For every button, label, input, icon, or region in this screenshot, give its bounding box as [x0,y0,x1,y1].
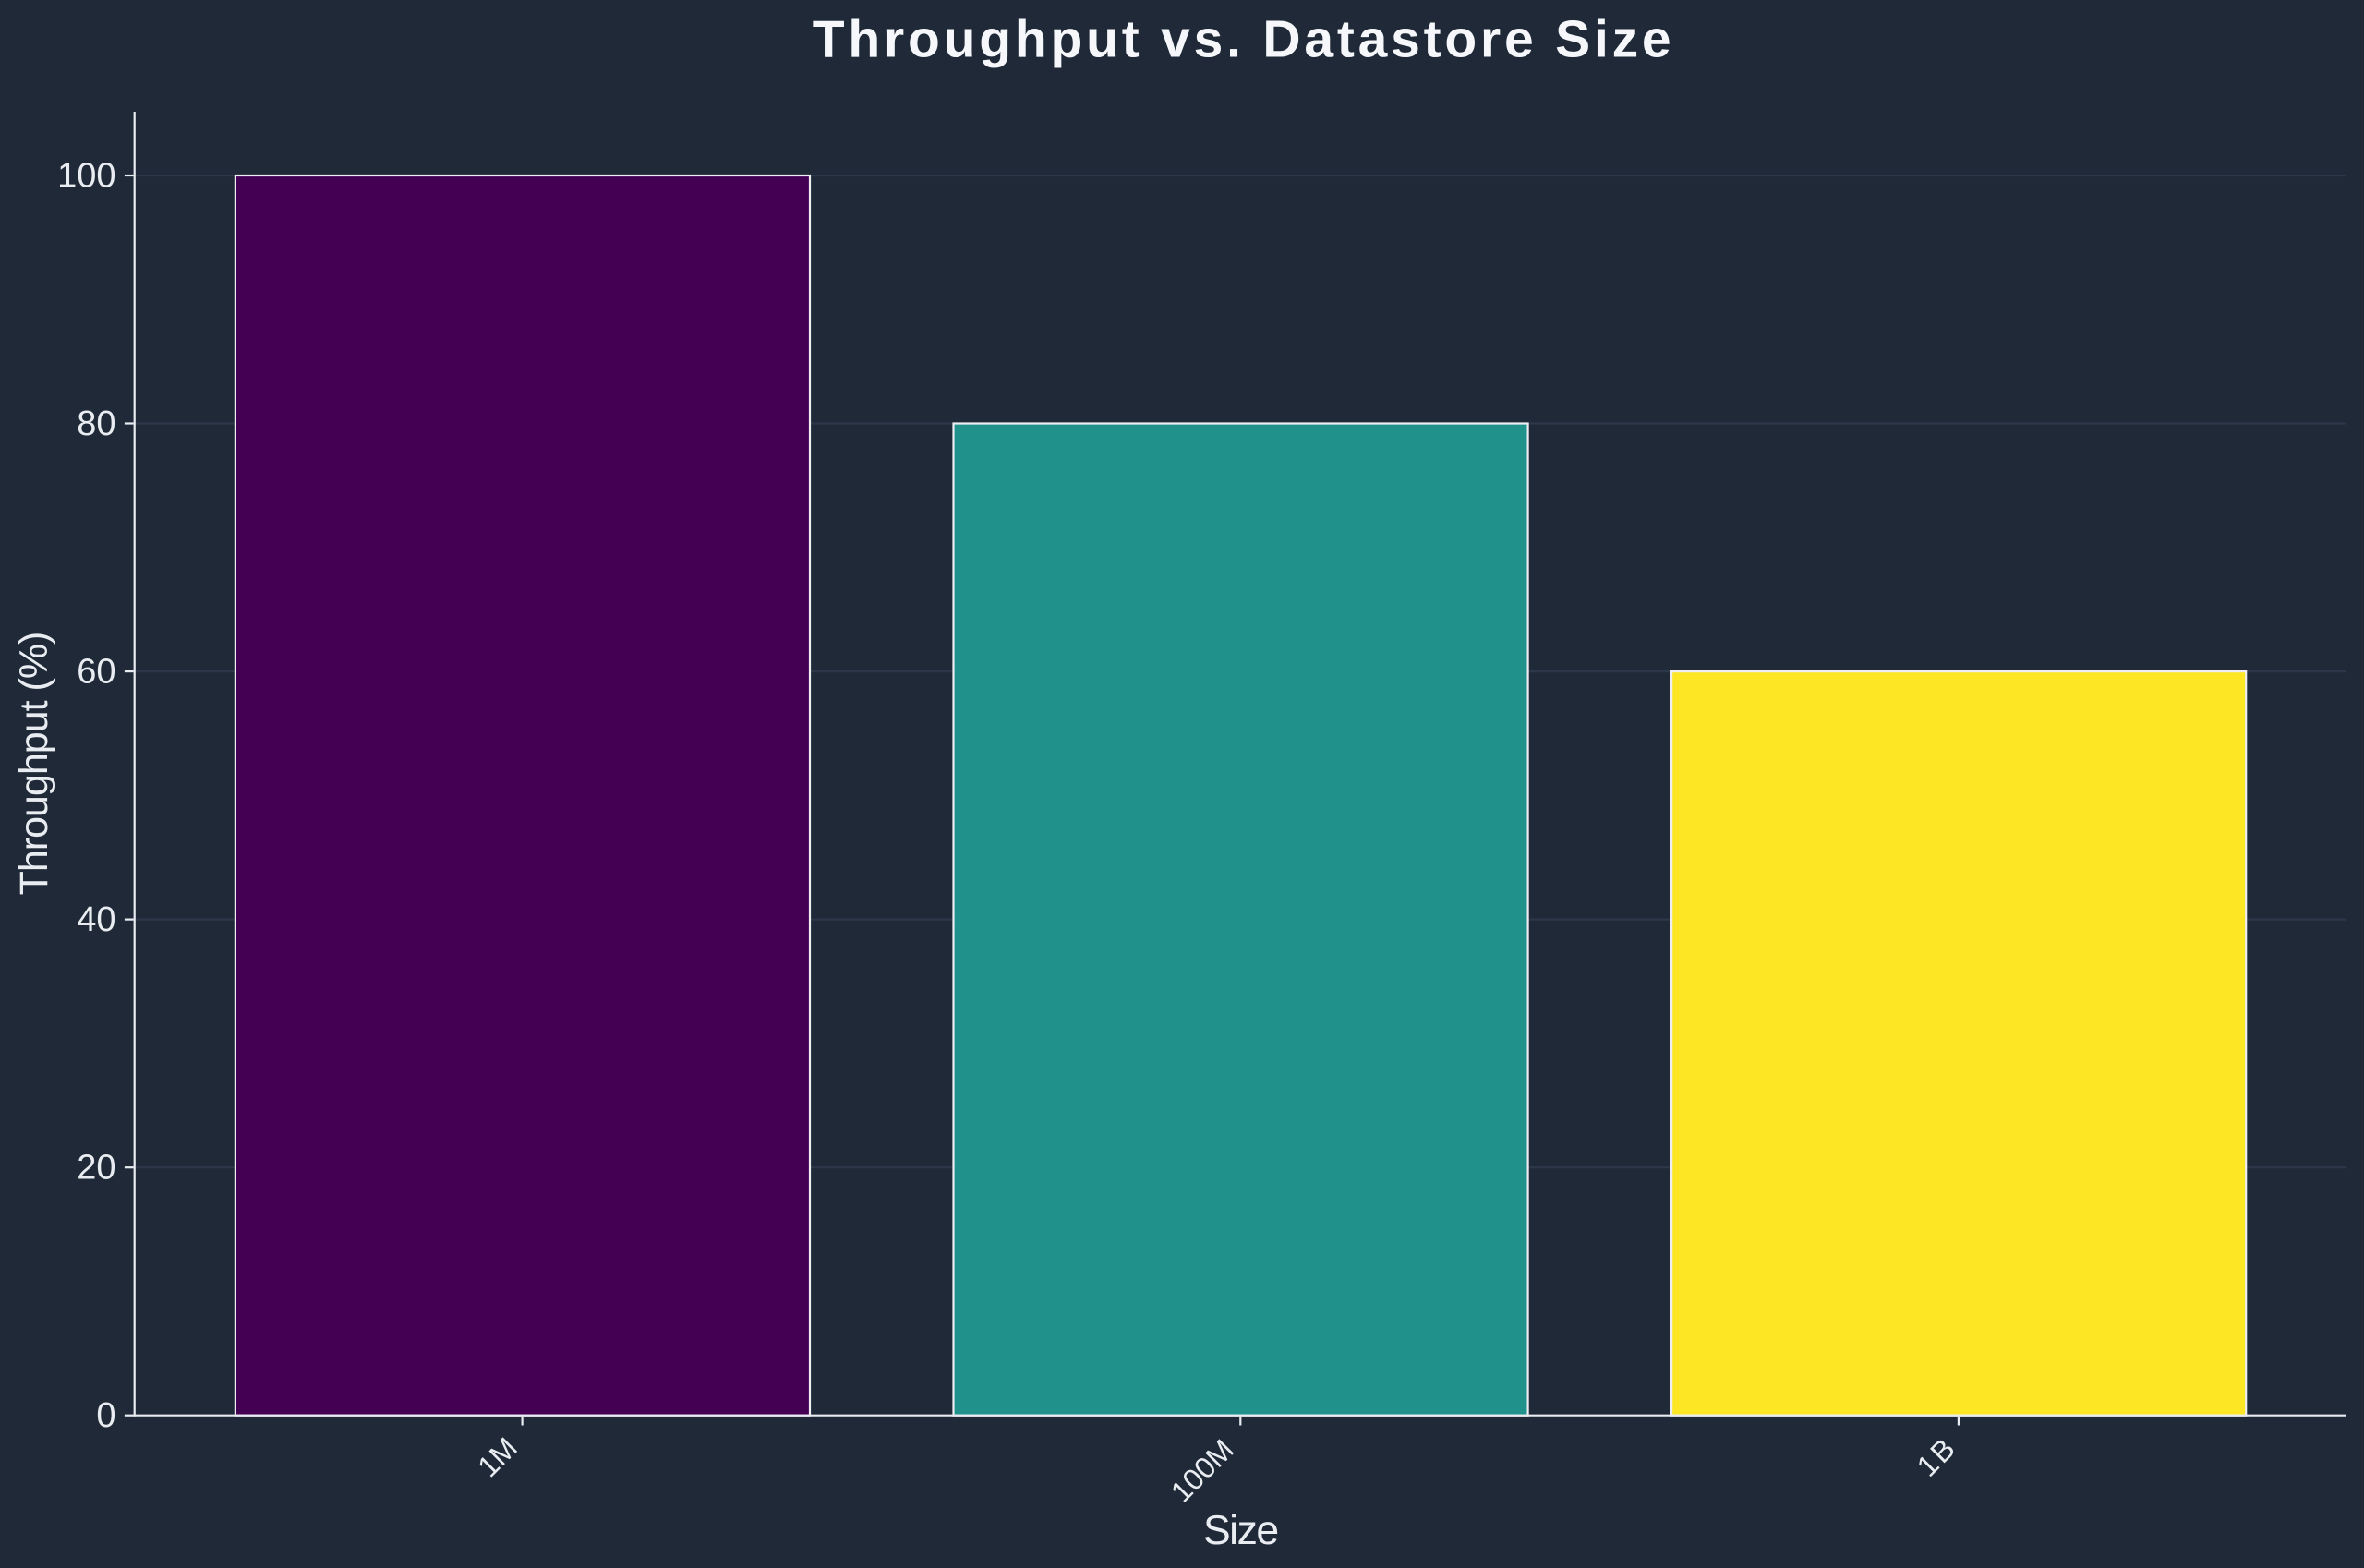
svg-text:60: 60 [77,653,115,692]
svg-text:100: 100 [57,156,115,195]
svg-text:40: 40 [77,900,115,939]
svg-text:Throughput vs. Datastore Size: Throughput vs. Datastore Size [813,9,1675,68]
svg-text:80: 80 [77,404,115,443]
svg-text:20: 20 [77,1149,115,1188]
svg-text:0: 0 [96,1396,115,1435]
svg-text:Size: Size [1203,1508,1278,1553]
svg-text:Throughput (%): Throughput (%) [12,633,56,896]
